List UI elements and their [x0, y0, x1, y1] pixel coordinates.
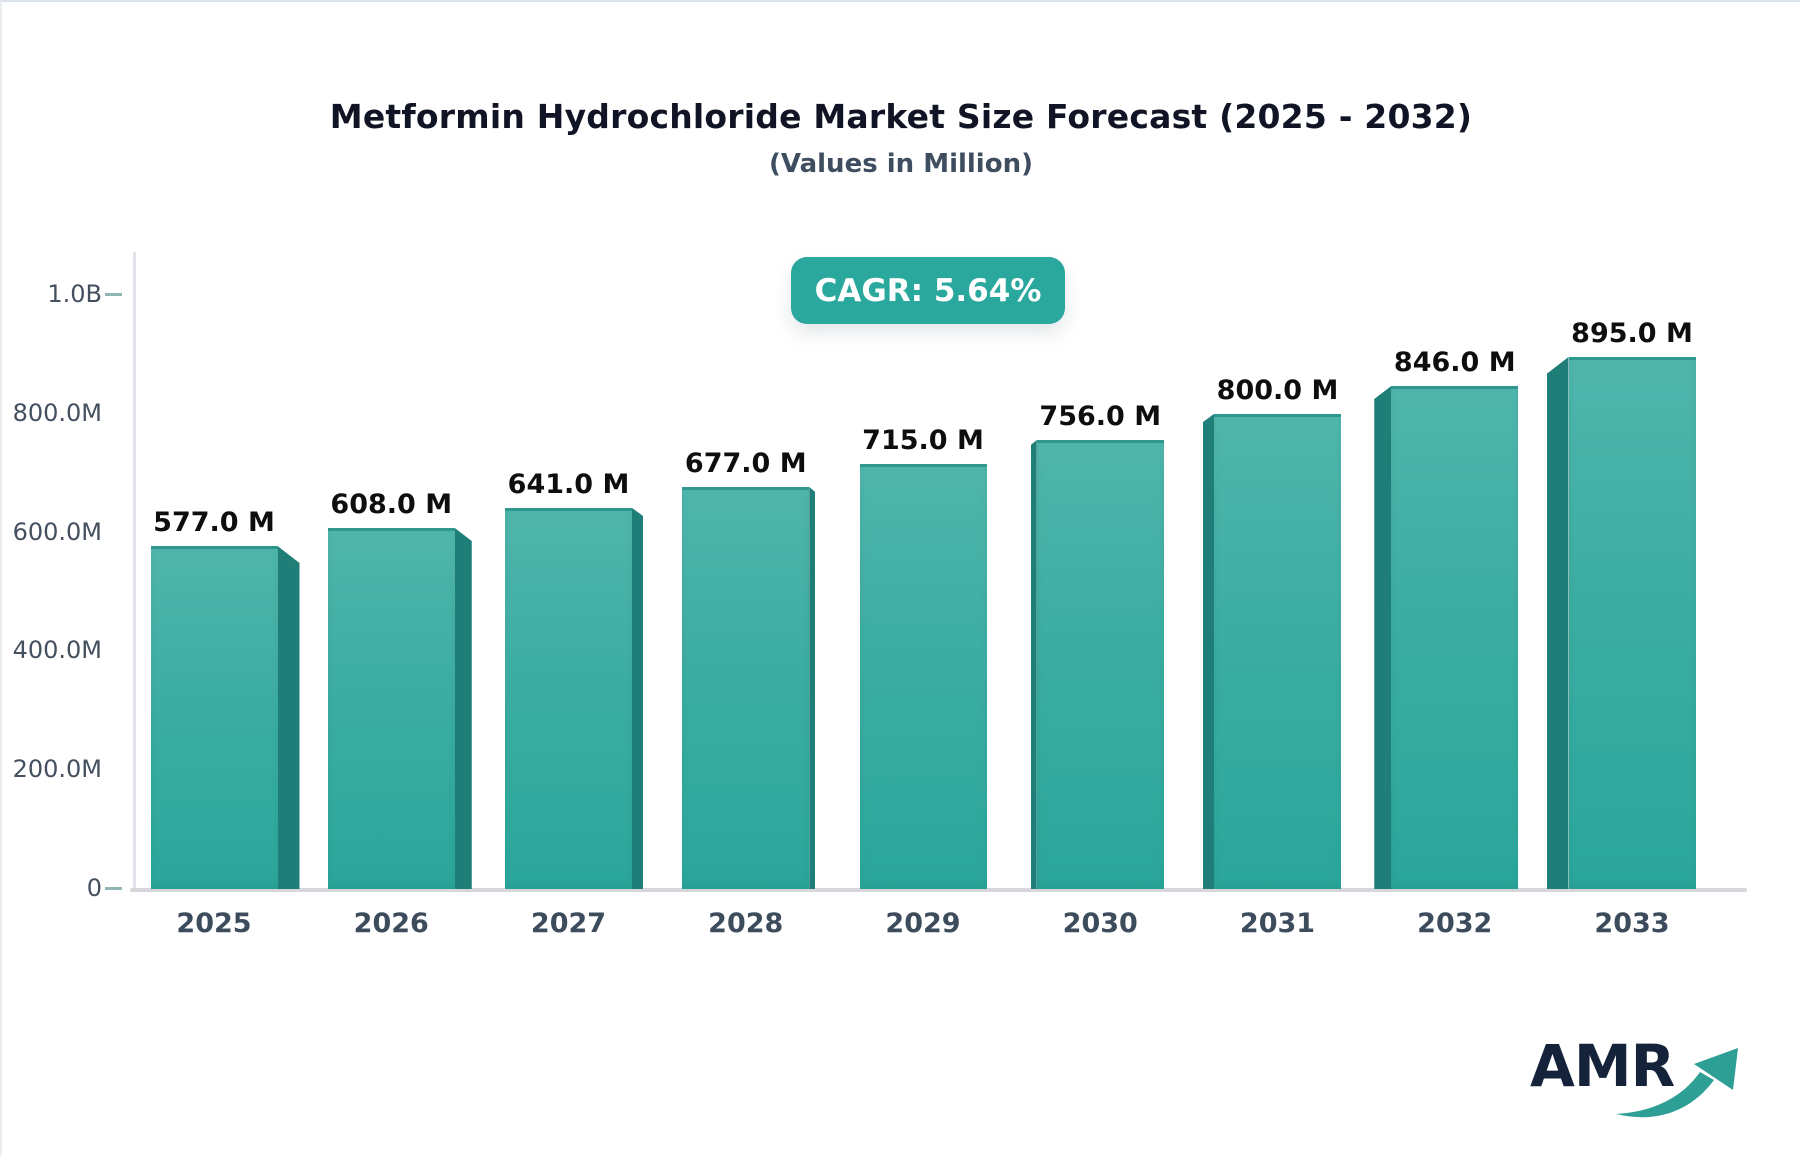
cagr-badge: CAGR: 5.64% [791, 257, 1065, 324]
x-tick-label: 2031 [1239, 908, 1316, 939]
bar-face-2030 [1036, 440, 1164, 889]
bar-face-2025 [150, 546, 278, 889]
bar-value-label: 715.0 M [862, 425, 984, 456]
bar-value-label: 608.0 M [330, 489, 453, 520]
page-subtitle: (Values in Million) [769, 149, 1033, 179]
x-tick-label: 2028 [708, 908, 784, 939]
y-tick-label: 400.0M [12, 636, 102, 665]
bar-face-2027 [505, 508, 632, 889]
bar-value-label: 756.0 M [1039, 401, 1162, 432]
brand-logo-text: AMR [1530, 1032, 1675, 1100]
x-tick-label: 2027 [530, 908, 607, 939]
y-tick-label: 1.0B [47, 280, 102, 308]
bar-side-2025 [277, 546, 300, 889]
y-tick-label: 800.0M [12, 398, 102, 427]
x-tick-label: 2025 [176, 908, 252, 939]
y-axis-line [133, 252, 136, 892]
bar-value-label: 800.0 M [1216, 375, 1339, 406]
growth-arrow-icon [1616, 1048, 1738, 1118]
bar-value-label: 677.0 M [684, 448, 807, 479]
y-tick-label: 600.0M [12, 517, 102, 546]
bar-value-label: 895.0 M [1571, 318, 1693, 349]
bar-value-label: 846.0 M [1393, 347, 1516, 378]
y-tick-label: 200.0M [12, 755, 102, 784]
bar-side-2031 [1203, 414, 1214, 889]
bar-face-2028 [682, 487, 810, 889]
x-tick-label: 2029 [885, 908, 961, 939]
cagr-badge-label: CAGR: 5.64% [814, 272, 1042, 309]
x-tick-label: 2032 [1417, 908, 1493, 939]
bar-side-2027 [632, 508, 643, 889]
y-tick-mark [105, 886, 122, 890]
bar-side-2028 [809, 487, 816, 889]
page-title: Metformin Hydrochloride Market Size Fore… [329, 97, 1473, 136]
bar-value-label: 641.0 M [507, 469, 630, 500]
y-tick-mark [105, 292, 122, 296]
brand-logo: AMR [1530, 1028, 1750, 1138]
bar-face-2029 [859, 464, 987, 889]
y-tick-label: 0 [86, 874, 102, 902]
bar-side-2032 [1374, 386, 1392, 889]
bar-face-2032 [1391, 386, 1519, 889]
x-tick-label: 2033 [1594, 908, 1670, 939]
bar-face-2031 [1214, 414, 1341, 889]
bar-side-2033 [1546, 357, 1569, 889]
bar-side-2026 [454, 528, 472, 889]
x-tick-label: 2030 [1062, 908, 1138, 939]
x-axis-line [130, 888, 1747, 892]
bar-face-2026 [327, 528, 455, 889]
bar-face-2033 [1568, 357, 1696, 889]
x-tick-label: 2026 [353, 908, 429, 939]
bar-value-label: 577.0 M [153, 507, 275, 538]
bar-side-2030 [1030, 440, 1037, 889]
